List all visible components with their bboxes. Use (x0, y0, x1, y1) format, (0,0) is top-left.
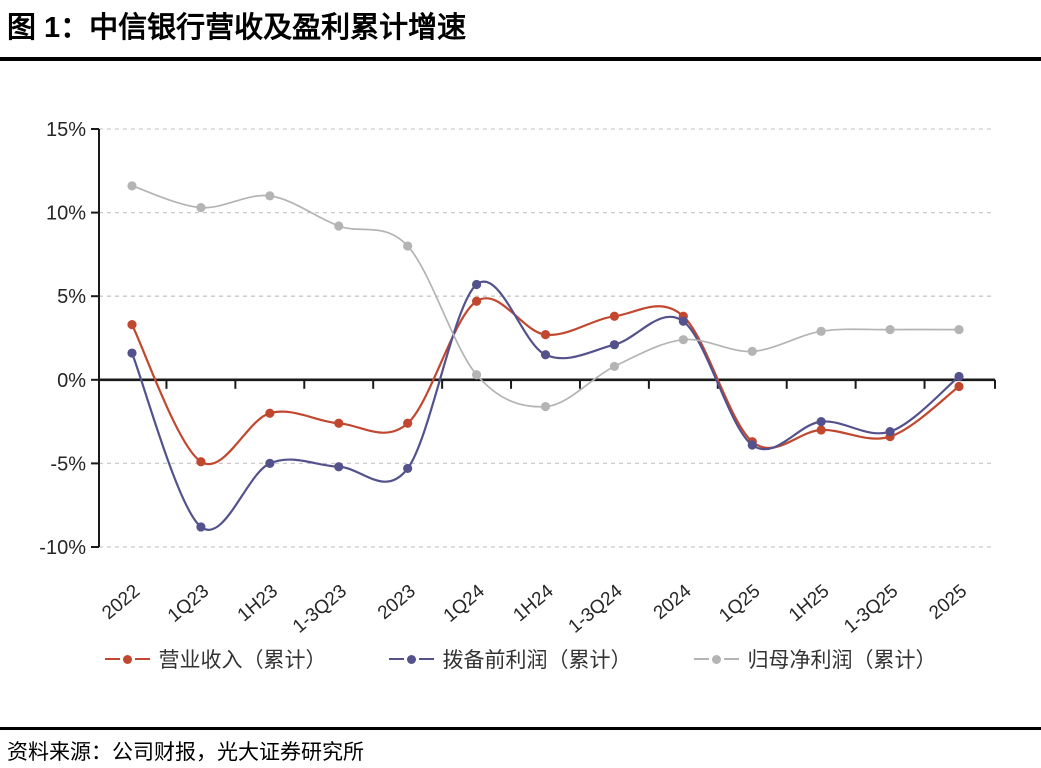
line-marker-icon (104, 654, 150, 664)
data-point (471, 279, 482, 290)
x-tick-label: 1H24 (509, 580, 558, 626)
data-point (127, 348, 137, 358)
chart-legend: 营业收入（累计） 拨备前利润（累计） 归母净利润（累计） (0, 644, 1041, 674)
data-point (471, 296, 482, 306)
y-tick-label: 10% (46, 203, 86, 225)
legend-item-revenue[interactable]: 营业收入（累计） (104, 644, 327, 674)
data-point (540, 350, 551, 360)
legend-label-ppop: 拨备前利润（累计） (442, 649, 632, 672)
figure-title: 图 1：中信银行营收及盈利累计增速 (7, 12, 467, 44)
y-tick-label: 5% (57, 286, 86, 308)
data-point (816, 417, 826, 427)
x-tick-label: 2025 (925, 581, 971, 624)
data-point (334, 221, 344, 231)
data-point (609, 340, 620, 350)
data-point (196, 457, 206, 467)
data-point (265, 458, 275, 468)
legend-item-net-profit[interactable]: 归母净利润（累计） (693, 644, 937, 674)
x-tick-label: 2024 (650, 580, 696, 624)
data-point (885, 325, 895, 335)
line-marker-icon (693, 654, 739, 664)
data-point (403, 463, 413, 474)
data-point (885, 427, 895, 437)
x-tick-label: 1-3Q23 (289, 581, 351, 637)
data-point (540, 401, 551, 412)
line-marker-icon (388, 654, 434, 664)
data-source-note: 资料来源：公司财报，光大证券研究所 (7, 741, 364, 764)
data-point (265, 408, 275, 418)
legend-item-ppop[interactable]: 拨备前利润（累计） (388, 644, 632, 674)
data-point (265, 191, 275, 201)
data-point (816, 326, 826, 336)
data-point (816, 425, 826, 435)
data-point (196, 522, 206, 532)
data-point (471, 370, 482, 380)
y-tick-label: -10% (39, 537, 86, 559)
data-point (954, 325, 964, 335)
legend-label-revenue: 营业收入（累计） (158, 649, 327, 672)
data-point (954, 371, 964, 382)
data-point (334, 418, 344, 428)
series-line (131, 185, 960, 408)
data-point (127, 181, 137, 191)
x-tick-label: 1Q24 (440, 580, 489, 626)
title-divider (0, 57, 1041, 61)
data-point (609, 311, 620, 321)
x-tick-label: 1Q25 (715, 581, 764, 627)
y-tick-label: -5% (50, 453, 86, 475)
data-point (609, 361, 620, 372)
x-tick-label: 2022 (98, 581, 144, 624)
data-point (747, 440, 757, 450)
x-tick-label: 1-3Q24 (565, 580, 627, 637)
y-tick-label: 0% (57, 370, 86, 392)
data-point (747, 346, 757, 356)
data-point (334, 462, 344, 472)
data-point (678, 335, 688, 345)
y-tick-label: 15% (46, 119, 86, 141)
x-tick-label: 1Q23 (164, 581, 213, 627)
data-point (127, 320, 137, 330)
series-line (131, 297, 960, 466)
footer-divider (0, 727, 1041, 730)
data-point (540, 330, 551, 340)
data-point (196, 202, 206, 213)
data-point (403, 418, 413, 428)
x-tick-label: 1H23 (234, 581, 282, 626)
legend-label-net-profit: 归母净利润（累计） (747, 649, 937, 672)
data-point (403, 241, 413, 251)
series-line (130, 280, 960, 531)
x-tick-label: 1H25 (785, 581, 833, 626)
data-point (954, 381, 964, 392)
line-chart: 15% 10% 5% 0% -5% -10% 2022 1Q23 1H23 1-3Q23 2023 1… (39, 119, 996, 637)
data-point (678, 316, 688, 326)
x-tick-label: 1-3Q25 (840, 581, 902, 637)
x-tick-label: 2023 (374, 581, 420, 624)
